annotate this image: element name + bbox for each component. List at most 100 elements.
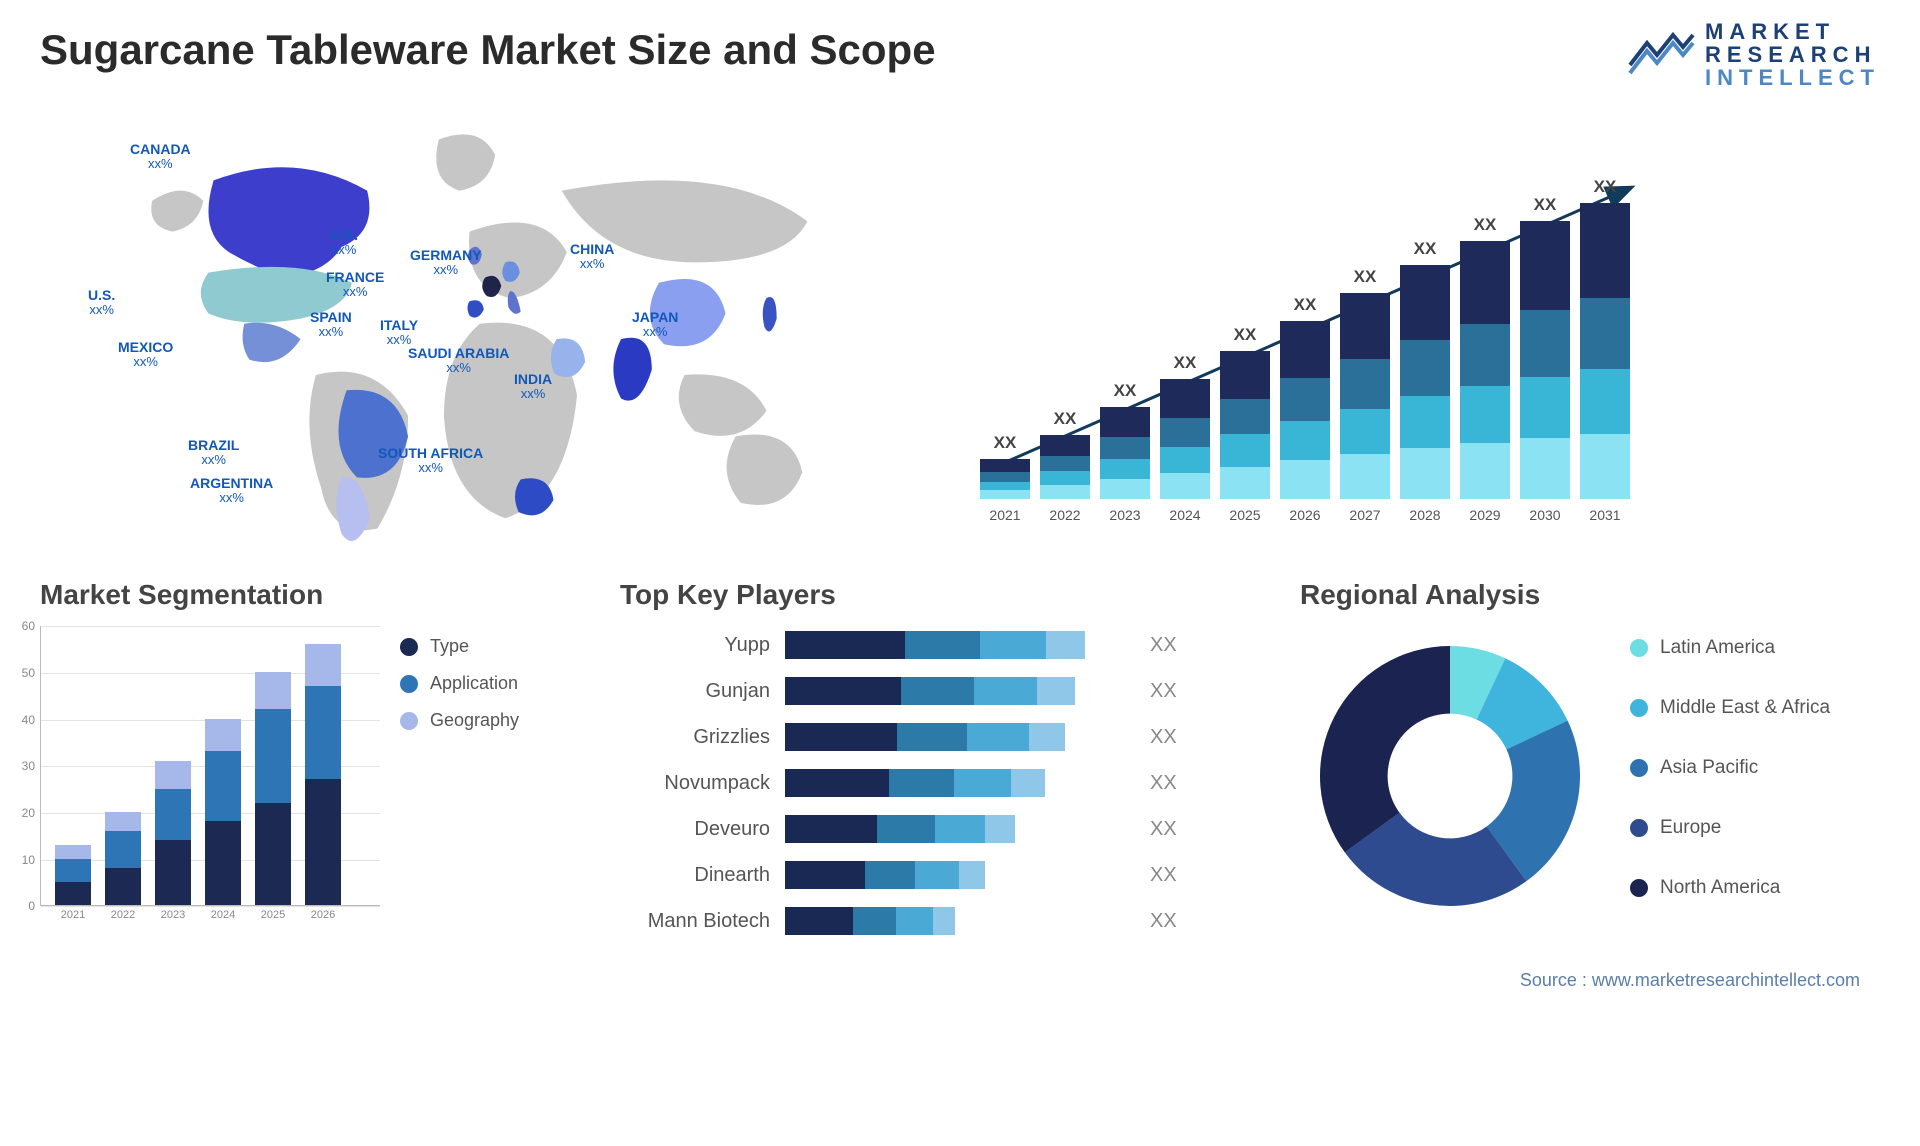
- growth-xlabel-2026: 2026: [1280, 507, 1330, 523]
- player-row-1: Gunjan XX: [620, 672, 1260, 710]
- region-donut-chart: [1300, 626, 1600, 926]
- region-title: Regional Analysis: [1300, 579, 1880, 611]
- player-name-6: Mann Biotech: [620, 910, 770, 933]
- growth-bar-2028: [1400, 265, 1450, 499]
- player-value-3: XX: [1150, 772, 1177, 795]
- growth-value-label-2031: XX: [1580, 177, 1630, 197]
- growth-bar-2024: [1160, 379, 1210, 499]
- player-value-2: XX: [1150, 726, 1177, 749]
- player-bar-3: [785, 769, 1135, 797]
- growth-value-label-2023: XX: [1100, 381, 1150, 401]
- region-legend-europe: Europe: [1630, 817, 1830, 839]
- player-value-0: XX: [1150, 634, 1177, 657]
- growth-bar-2029: [1460, 241, 1510, 499]
- growth-value-label-2024: XX: [1160, 353, 1210, 373]
- region-legend: Latin America Middle East & Africa Asia Pa…: [1630, 637, 1830, 915]
- brand-logo: MARKET RESEARCH INTELLECT: [1625, 20, 1880, 89]
- seg-bar-2025: 2025: [255, 672, 291, 905]
- player-value-6: XX: [1150, 910, 1177, 933]
- player-row-5: Dinearth XX: [620, 856, 1260, 894]
- segmentation-title: Market Segmentation: [40, 579, 580, 611]
- map-label-brazil: BRAZILxx%: [188, 437, 239, 468]
- region-legend-north-america: North America: [1630, 877, 1830, 899]
- player-name-1: Gunjan: [620, 680, 770, 703]
- seg-bar-2024: 2024: [205, 719, 241, 906]
- growth-bar-2031: [1580, 203, 1630, 499]
- players-title: Top Key Players: [620, 579, 1260, 611]
- growth-bar-2022: [1040, 435, 1090, 499]
- player-name-3: Novumpack: [620, 772, 770, 795]
- seg-bar-2021: 2021: [55, 845, 91, 906]
- player-bar-2: [785, 723, 1135, 751]
- source-attribution: Source : www.marketresearchintellect.com: [40, 970, 1880, 991]
- header-row: Sugarcane Tableware Market Size and Scop…: [40, 20, 1880, 89]
- player-row-4: Deveuro XX: [620, 810, 1260, 848]
- player-name-5: Dinearth: [620, 864, 770, 887]
- bottom-row: Market Segmentation 01020304050602021202…: [40, 579, 1880, 940]
- player-row-3: Novumpack XX: [620, 764, 1260, 802]
- logo-line-1: MARKET: [1705, 20, 1880, 43]
- seg-legend-type: Type: [400, 636, 519, 657]
- player-bar-4: [785, 815, 1135, 843]
- map-label-spain: SPAINxx%: [310, 309, 352, 340]
- region-legend-latin-america: Latin America: [1630, 637, 1830, 659]
- players-bar-chart: Yupp XX Gunjan XX Grizzlies XX Novumpack…: [620, 626, 1260, 940]
- world-map-svg: [40, 119, 940, 549]
- growth-xlabel-2023: 2023: [1100, 507, 1150, 523]
- growth-bar-2030: [1520, 221, 1570, 499]
- growth-chart-panel: 2021XX2022XX2023XX2024XX2025XX2026XX2027…: [980, 119, 1880, 549]
- player-value-1: XX: [1150, 680, 1177, 703]
- growth-value-label-2025: XX: [1220, 325, 1270, 345]
- growth-bar-2027: [1340, 293, 1390, 499]
- regional-analysis-panel: Regional Analysis Latin America Middle Ea…: [1300, 579, 1880, 940]
- page-title: Sugarcane Tableware Market Size and Scop…: [40, 26, 1625, 74]
- growth-xlabel-2027: 2027: [1340, 507, 1390, 523]
- growth-value-label-2028: XX: [1400, 239, 1450, 259]
- map-label-us: U.S.xx%: [88, 287, 115, 318]
- map-label-southafrica: SOUTH AFRICAxx%: [378, 445, 483, 476]
- top-key-players-panel: Top Key Players Yupp XX Gunjan XX Grizzl…: [620, 579, 1260, 940]
- map-label-uk: U.K.xx%: [330, 227, 358, 258]
- map-label-italy: ITALYxx%: [380, 317, 418, 348]
- growth-value-label-2026: XX: [1280, 295, 1330, 315]
- growth-value-label-2027: XX: [1340, 267, 1390, 287]
- segmentation-stacked-bar-chart: 0102030405060202120222023202420252026: [40, 626, 380, 906]
- player-bar-1: [785, 677, 1135, 705]
- player-value-5: XX: [1150, 864, 1177, 887]
- map-label-canada: CANADAxx%: [130, 141, 191, 172]
- player-bar-5: [785, 861, 1135, 889]
- player-row-6: Mann Biotech XX: [620, 902, 1260, 940]
- player-row-2: Grizzlies XX: [620, 718, 1260, 756]
- growth-xlabel-2024: 2024: [1160, 507, 1210, 523]
- logo-line-3: INTELLECT: [1705, 66, 1880, 89]
- player-bar-6: [785, 907, 1135, 935]
- growth-xlabel-2025: 2025: [1220, 507, 1270, 523]
- map-label-saudiarabia: SAUDI ARABIAxx%: [408, 345, 509, 376]
- map-label-germany: GERMANYxx%: [410, 247, 482, 278]
- seg-bar-2022: 2022: [105, 812, 141, 905]
- growth-xlabel-2022: 2022: [1040, 507, 1090, 523]
- map-label-france: FRANCExx%: [326, 269, 384, 300]
- player-bar-0: [785, 631, 1135, 659]
- seg-legend-application: Application: [400, 673, 519, 694]
- growth-value-label-2022: XX: [1040, 409, 1090, 429]
- world-map-panel: CANADAxx%U.S.xx%MEXICOxx%BRAZILxx%ARGENT…: [40, 119, 940, 549]
- player-name-4: Deveuro: [620, 818, 770, 841]
- growth-stacked-bar-chart: 2021XX2022XX2023XX2024XX2025XX2026XX2027…: [980, 139, 1880, 529]
- growth-value-label-2029: XX: [1460, 215, 1510, 235]
- growth-xlabel-2029: 2029: [1460, 507, 1510, 523]
- growth-xlabel-2031: 2031: [1580, 507, 1630, 523]
- map-label-mexico: MEXICOxx%: [118, 339, 173, 370]
- growth-xlabel-2030: 2030: [1520, 507, 1570, 523]
- growth-value-label-2021: XX: [980, 433, 1030, 453]
- map-label-japan: JAPANxx%: [632, 309, 678, 340]
- map-label-china: CHINAxx%: [570, 241, 614, 272]
- region-legend-middle-east---africa: Middle East & Africa: [1630, 697, 1830, 719]
- growth-value-label-2030: XX: [1520, 195, 1570, 215]
- segmentation-legend: Type Application Geography: [400, 636, 519, 906]
- growth-bar-2026: [1280, 321, 1330, 499]
- region-legend-asia-pacific: Asia Pacific: [1630, 757, 1830, 779]
- seg-bar-2026: 2026: [305, 644, 341, 905]
- seg-legend-geography: Geography: [400, 710, 519, 731]
- main-row: CANADAxx%U.S.xx%MEXICOxx%BRAZILxx%ARGENT…: [40, 119, 1880, 549]
